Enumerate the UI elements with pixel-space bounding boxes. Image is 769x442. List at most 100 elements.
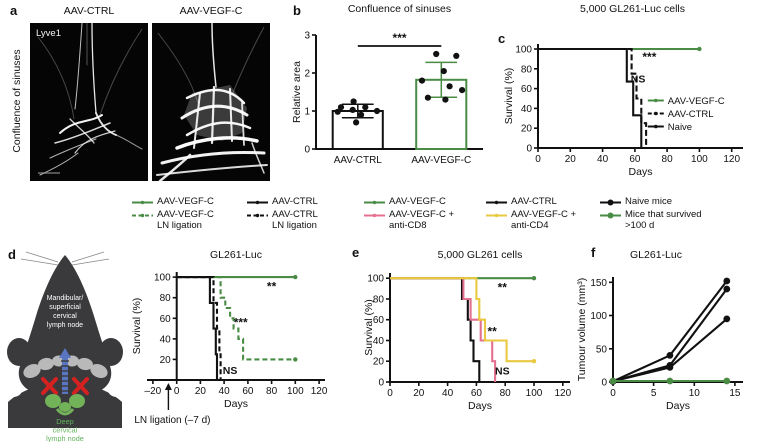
svg-text:100: 100 (515, 45, 532, 56)
legend-label: AAV-VEGF-C LN ligation (157, 209, 214, 231)
legend-column-4: Naive mice Mice that survived >100 d (599, 196, 702, 232)
svg-text:GL261-Luc: GL261-Luc (630, 249, 682, 261)
svg-text:Survival (%): Survival (%) (363, 299, 375, 356)
svg-text:100: 100 (367, 274, 384, 285)
svg-text:AAV-VEGF-C: AAV-VEGF-C (668, 96, 725, 107)
legend-label: AAV-VEGF-C + anti-CD8 (389, 209, 455, 231)
svg-text:100: 100 (691, 154, 708, 165)
svg-text:5,000 GL261-Luc cells: 5,000 GL261-Luc cells (580, 3, 685, 15)
chart-c-svg: 0 20 40 60 80 100 120 0 20 40 60 80 100 5,000 GL261-L… (503, 3, 743, 178)
panel-letter-c: c (498, 31, 506, 46)
panel-letter-a: a (10, 3, 18, 18)
svg-text:60: 60 (629, 154, 641, 165)
mouse-lymphatic-diagram: Mandibular/ superficial cervical lymph n… (6, 251, 124, 442)
panel-letter-f: f (591, 245, 596, 260)
legend-swatch-icon (247, 213, 268, 218)
panel-a-title-vegfc: AAV-VEGF-C (179, 5, 243, 17)
svg-text:20: 20 (413, 388, 425, 399)
deep-cervical-label: Deep cervical lymph node (46, 417, 84, 442)
legend-swatch-icon (486, 200, 507, 205)
stain-label: Lyve1 (36, 28, 61, 39)
legend-item: AAV-CTRL LN ligation (246, 209, 318, 231)
microscopy-vessels (37, 23, 143, 176)
panel-b-chart: 0 1 2 3 Confluence of sinuses Relative area AA… (288, 0, 505, 186)
legend-item: Mice that survived >100 d (599, 209, 702, 231)
svg-text:1: 1 (304, 107, 310, 118)
mandibular-label: Mandibular/ superficial cervical lymph n… (47, 295, 84, 329)
svg-text:lymph node: lymph node (47, 322, 83, 329)
microscopy-vessels (156, 23, 268, 181)
svg-text:Naive: Naive (668, 122, 692, 133)
svg-text:100: 100 (590, 311, 607, 322)
svg-text:LN ligation (–7 d): LN ligation (–7 d) (134, 415, 210, 426)
svg-text:80: 80 (662, 154, 674, 165)
legend-label: AAV-VEGF-C (389, 196, 446, 207)
legend-item: AAV-CTRL (246, 196, 318, 208)
svg-text:AAV-VEGF-C: AAV-VEGF-C (411, 155, 471, 166)
svg-text:20: 20 (195, 386, 207, 397)
legend-column-3: AAV-CTRL AAV-VEGF-C + anti-CD4 (485, 196, 576, 232)
svg-text:80: 80 (500, 388, 512, 399)
panel-letter-d: d (8, 247, 16, 262)
svg-text:AAV-CTRL: AAV-CTRL (668, 109, 714, 120)
svg-text:15: 15 (729, 388, 741, 399)
svg-text:0: 0 (174, 386, 180, 397)
whiskers-icon (20, 251, 110, 266)
svg-text:0: 0 (387, 388, 393, 399)
legend-swatch-icon (247, 200, 268, 205)
svg-text:40: 40 (521, 104, 533, 115)
deep-cervical-lymph-nodes-icon (45, 394, 85, 416)
svg-text:Days: Days (629, 166, 653, 178)
svg-text:50: 50 (596, 344, 608, 355)
legend-item: Naive mice (599, 196, 702, 208)
legend-swatch-icon (600, 212, 621, 219)
neck-notch (108, 383, 124, 397)
svg-text:Survival (%): Survival (%) (503, 68, 515, 125)
svg-text:–20: –20 (145, 386, 162, 397)
legend-swatch-icon (364, 213, 385, 218)
lymphatic-vessel-icon (59, 348, 71, 394)
legend-label: Mice that survived >100 d (625, 209, 702, 231)
svg-text:0: 0 (304, 145, 310, 156)
panel-a-title-ctrl: AAV-CTRL (63, 5, 115, 17)
svg-text:80: 80 (160, 293, 172, 304)
svg-text:20: 20 (373, 357, 385, 368)
svg-text:***: *** (393, 31, 407, 45)
svg-text:0: 0 (535, 154, 541, 165)
legend-swatch-icon (600, 199, 621, 206)
svg-text:40: 40 (219, 386, 231, 397)
svg-text:**: ** (267, 280, 277, 294)
svg-text:cervical: cervical (53, 426, 78, 435)
svg-text:Days: Days (468, 400, 492, 412)
panel-letter-e: e (352, 245, 360, 260)
svg-text:20: 20 (521, 124, 533, 135)
legend-label: AAV-VEGF-C (157, 196, 214, 207)
svg-text:NS: NS (495, 366, 510, 378)
legend-column-0: AAV-VEGF-C AAV-VEGF-C LN ligation (131, 196, 214, 232)
svg-text:120: 120 (723, 154, 740, 165)
svg-text:60: 60 (521, 84, 533, 95)
legend-label: AAV-CTRL (511, 196, 557, 207)
svg-text:120: 120 (311, 386, 328, 397)
svg-text:cervical: cervical (53, 313, 77, 320)
svg-text:80: 80 (521, 64, 533, 75)
legend-swatch-icon (132, 200, 153, 205)
legend-item: AAV-VEGF-C (363, 196, 454, 208)
panel-c-chart: 0 20 40 60 80 100 120 0 20 40 60 80 100 5,000 GL261-L… (500, 0, 769, 186)
svg-text:0: 0 (601, 378, 607, 389)
svg-text:100: 100 (154, 273, 171, 284)
microscopy-image-aav-vegfc (152, 23, 270, 181)
superficial-lymph-nodes-icon (23, 355, 108, 379)
svg-text:Mandibular/: Mandibular/ (47, 295, 84, 302)
chart-d-svg: –20 0 20 40 60 80 100 120 20 40 60 80 100 GL261-Luc Da… (131, 249, 328, 426)
svg-text:40: 40 (373, 336, 385, 347)
svg-text:lymph node: lymph node (46, 434, 84, 442)
svg-text:80: 80 (266, 386, 278, 397)
svg-text:20: 20 (160, 355, 172, 366)
legend-column-1: AAV-CTRL AAV-CTRL LN ligation (246, 196, 318, 232)
svg-text:Days: Days (224, 398, 248, 410)
chart-e-svg: 0 20 40 60 80 100 120 0 20 40 60 80 100 5,000 GL261 c… (363, 249, 572, 412)
microscopy-image-aav-ctrl: Lyve1 (30, 23, 148, 181)
